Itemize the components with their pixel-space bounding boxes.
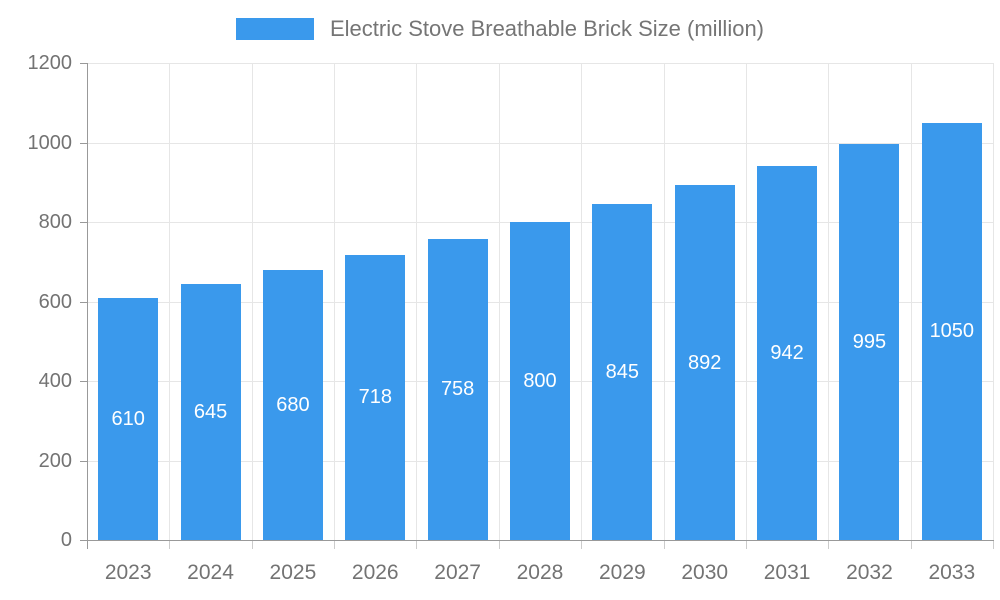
bar[interactable] (674, 185, 735, 540)
y-axis-label: 1000 (27, 131, 73, 154)
x-axis-tick (169, 541, 171, 549)
x-axis-tick (87, 541, 88, 549)
legend-swatch-icon (235, 18, 314, 40)
bar[interactable] (427, 238, 488, 540)
x-axis-tick (663, 541, 665, 549)
bar[interactable] (592, 204, 653, 540)
x-gridline (663, 63, 665, 540)
bar-value-label: 845 (605, 361, 640, 384)
y-axis-tick (80, 381, 87, 382)
x-axis-tick (745, 541, 747, 549)
y-axis-tick (80, 63, 87, 64)
x-axis-label: 2030 (681, 561, 729, 584)
bar-value-label: 800 (523, 370, 557, 392)
bar[interactable] (921, 122, 982, 540)
bar-value-label: 645 (193, 400, 228, 423)
y-axis-label: 600 (38, 290, 72, 313)
x-gridline (416, 63, 418, 540)
y-axis-tick (80, 540, 87, 541)
bar-value-label: 942 (770, 341, 804, 364)
legend-label: Electric Stove Breathable Brick Size (mi… (329, 16, 765, 41)
y-axis-label: 800 (38, 211, 72, 233)
x-axis-label: 2032 (846, 561, 893, 584)
x-axis-tick (993, 541, 994, 549)
x-axis-label: 2023 (104, 561, 152, 584)
x-axis-label: 2031 (763, 561, 811, 584)
x-axis-label: 2027 (434, 561, 481, 584)
legend[interactable]: Electric Stove Breathable Brick Size (mi… (0, 16, 1000, 42)
x-gridline (251, 63, 253, 540)
x-axis-label: 2026 (351, 561, 399, 584)
bar[interactable] (757, 165, 818, 540)
bar[interactable] (262, 269, 323, 540)
x-axis-tick (498, 541, 500, 549)
x-axis-label: 2025 (269, 561, 317, 584)
y-axis-tick (80, 460, 87, 462)
bar-value-label: 758 (440, 378, 475, 401)
y-axis-label: 400 (38, 370, 72, 392)
bar[interactable] (345, 254, 406, 540)
x-axis-tick (251, 541, 253, 549)
y-axis-label: 1200 (27, 52, 73, 74)
x-gridline (745, 63, 747, 540)
x-gridline (910, 63, 912, 540)
x-gridline (334, 63, 336, 540)
x-axis-line (87, 540, 994, 541)
bar-value-label: 718 (358, 386, 392, 409)
y-gridline (87, 63, 993, 64)
y-axis-label: 0 (60, 529, 72, 551)
bar-value-label: 995 (852, 331, 887, 354)
plot-area: 610 645 680 718 758 800 845 892 942 995 1050 (87, 63, 994, 540)
x-gridline (993, 63, 994, 540)
bar[interactable] (98, 297, 159, 540)
x-axis-label: 2028 (516, 561, 564, 584)
bar-value-label: 892 (688, 351, 722, 374)
x-axis-tick (910, 541, 912, 549)
y-axis-tick (80, 142, 87, 144)
bar[interactable] (180, 283, 241, 540)
x-axis-tick (334, 541, 336, 549)
y-axis-line (87, 63, 88, 549)
bar-value-label: 680 (276, 393, 310, 416)
x-axis-tick (416, 541, 418, 549)
y-axis-label: 200 (38, 449, 72, 472)
x-gridline (498, 63, 500, 540)
y-gridline (87, 142, 993, 144)
x-axis-tick (581, 541, 583, 549)
x-axis-label: 2024 (187, 561, 234, 584)
x-gridline (169, 63, 171, 540)
bar-value-label: 1050 (929, 320, 975, 343)
y-axis-tick (80, 301, 87, 303)
x-axis-label: 2029 (598, 561, 646, 584)
bar[interactable] (839, 144, 900, 540)
x-gridline (828, 63, 830, 540)
y-axis-tick (80, 222, 87, 223)
x-axis-label: 2033 (928, 561, 976, 584)
bar[interactable] (510, 222, 570, 540)
bar-value-label: 610 (111, 407, 145, 430)
x-axis-tick (828, 541, 830, 549)
x-gridline (581, 63, 583, 540)
